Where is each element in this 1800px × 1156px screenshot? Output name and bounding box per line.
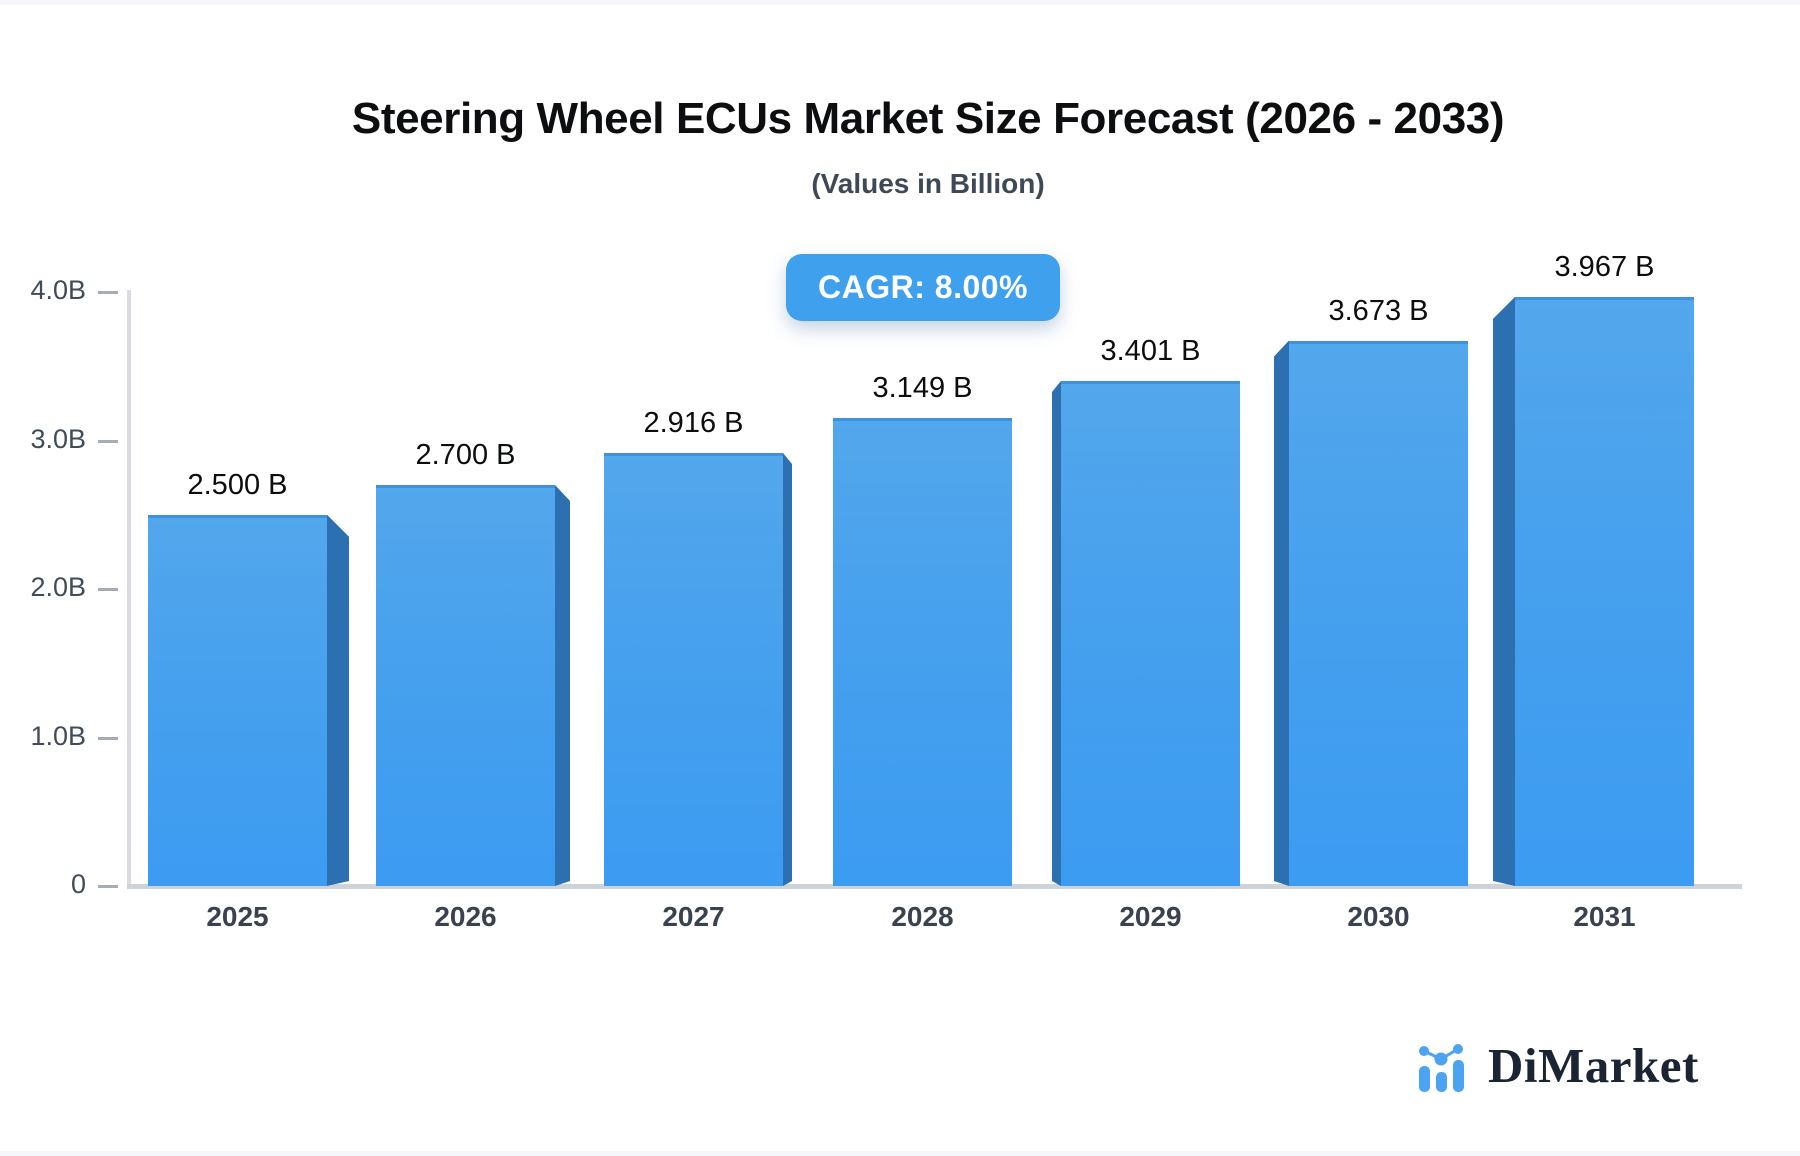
y-axis-line xyxy=(127,290,131,886)
x-axis-label: 2028 xyxy=(891,901,954,932)
dimarket-logo: DiMarket xyxy=(1416,1038,1699,1094)
bar xyxy=(1061,380,1240,886)
bar-value-label: 3.673 B xyxy=(1328,294,1429,327)
y-axis-label: 0 xyxy=(70,869,86,899)
x-axis-label: 2030 xyxy=(1347,901,1410,932)
chart-subtitle: (Values in Billion) xyxy=(811,168,1045,199)
y-axis-label: 4.0B xyxy=(30,275,86,305)
y-axis-label: 2.0B xyxy=(30,572,86,602)
bar xyxy=(833,418,1012,886)
y-axis-tick xyxy=(98,291,118,294)
page-edge-top xyxy=(0,0,1800,5)
y-axis-label: 1.0B xyxy=(30,720,86,751)
x-axis-label: 2029 xyxy=(1119,901,1182,932)
bar-side-face xyxy=(783,453,792,886)
logo-text: DiMarket xyxy=(1488,1038,1699,1093)
y-axis-label: 3.0B xyxy=(30,423,86,454)
bar-side-face xyxy=(1052,381,1061,886)
y-axis-tick xyxy=(98,736,118,740)
bar xyxy=(1515,296,1694,886)
bar-value-label: 3.149 B xyxy=(872,372,973,405)
bar xyxy=(376,485,555,886)
bar xyxy=(604,452,783,886)
page-edge-bottom xyxy=(0,1151,1800,1156)
bar-value-label: 2.700 B xyxy=(415,439,516,472)
bar xyxy=(1289,340,1468,886)
y-axis-tick xyxy=(98,439,118,443)
y-axis-tick xyxy=(98,885,118,888)
y-axis-tick xyxy=(98,588,118,591)
bar xyxy=(148,514,327,886)
bar-chart-logo-icon xyxy=(1419,1044,1464,1092)
bar-side-face xyxy=(327,515,349,886)
x-axis-label: 2025 xyxy=(206,901,269,932)
bar-value-label: 2.500 B xyxy=(187,468,288,501)
x-axis-label: 2031 xyxy=(1573,901,1636,932)
bar-value-label: 2.916 B xyxy=(643,406,744,439)
bar-side-face xyxy=(555,485,570,886)
x-axis-label: 2026 xyxy=(434,901,497,932)
bar-side-face xyxy=(1493,297,1515,886)
x-axis-label: 2027 xyxy=(662,901,725,932)
cagr-badge: CAGR: 8.00% xyxy=(786,254,1060,321)
bar-side-face xyxy=(1274,341,1289,886)
x-axis-line xyxy=(127,884,1742,889)
bar-value-label: 3.967 B xyxy=(1554,250,1655,283)
chart-title: Steering Wheel ECUs Market Size Forecast… xyxy=(351,94,1505,143)
bar-value-label: 3.401 B xyxy=(1100,334,1201,367)
